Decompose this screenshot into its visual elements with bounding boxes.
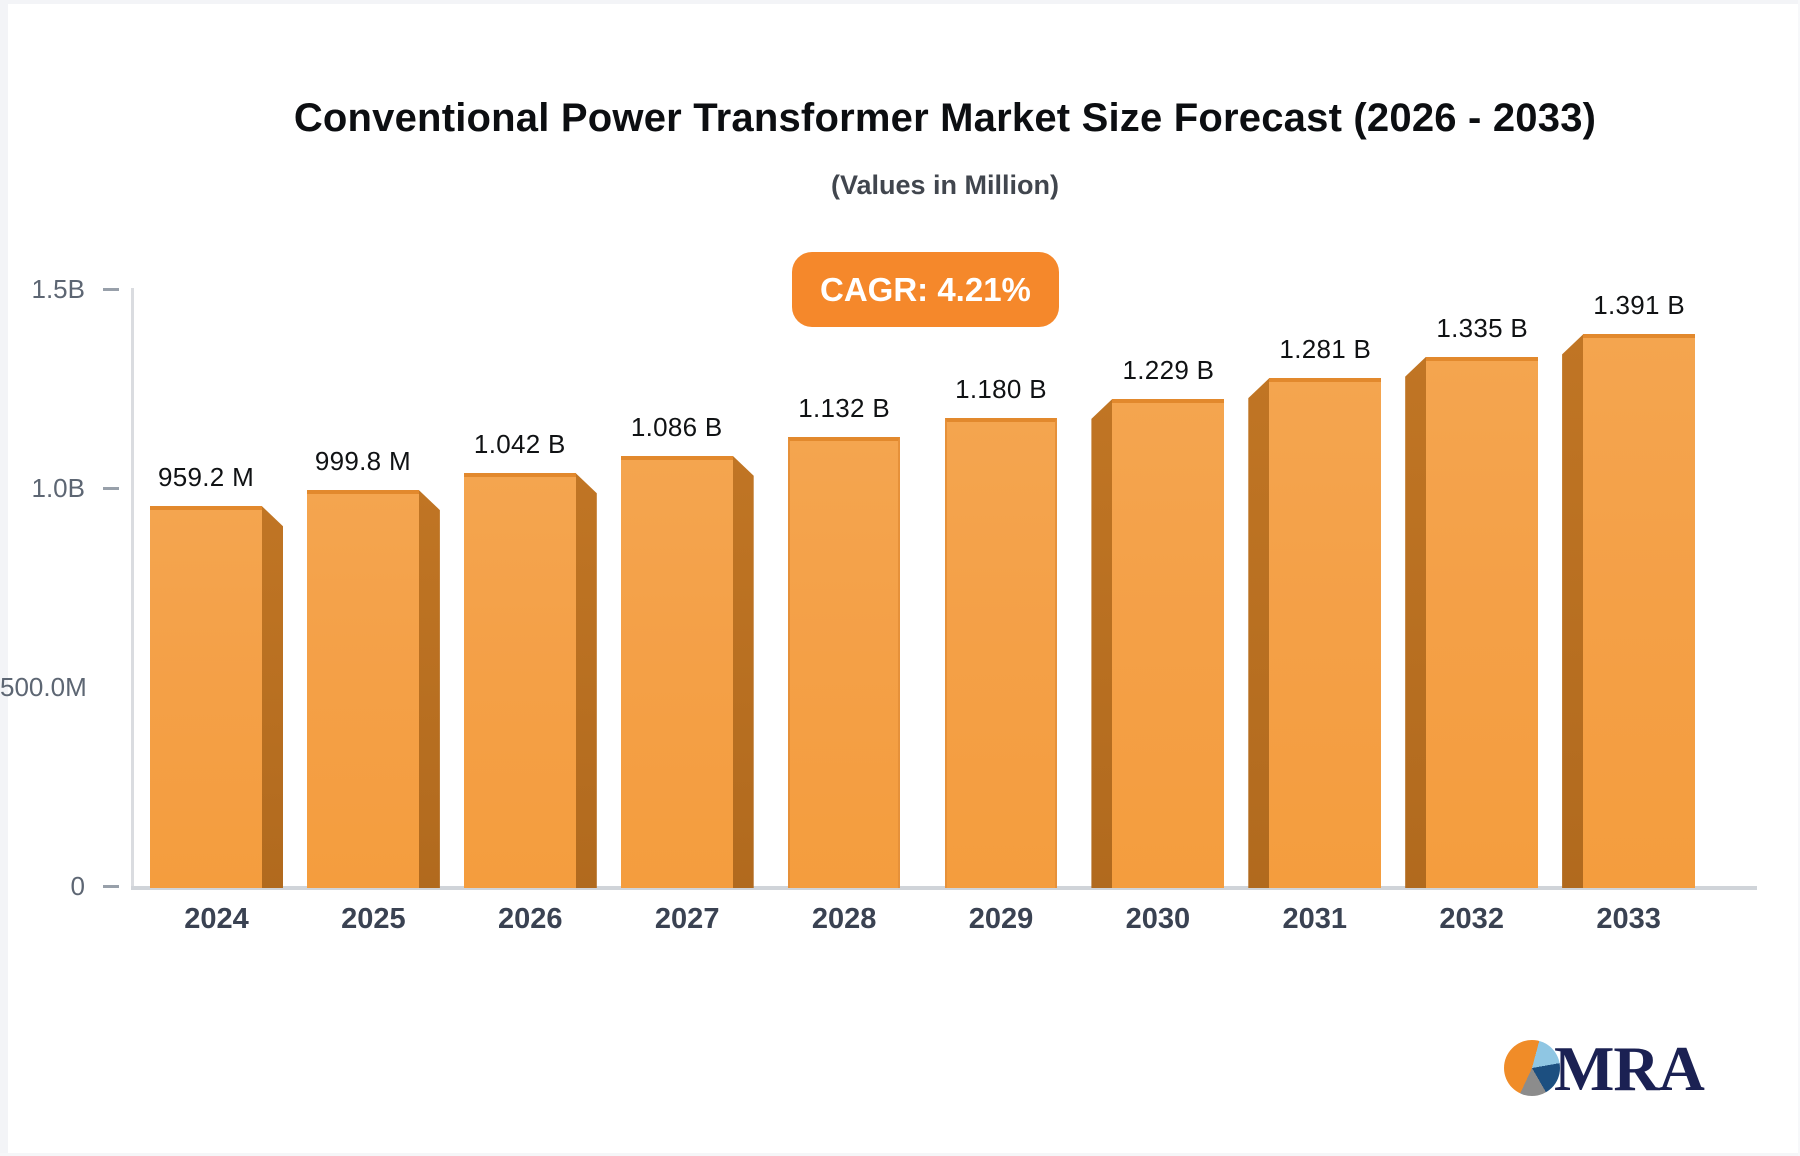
- bar-2026: [463, 473, 576, 888]
- bar-2030-3d-side: [1091, 398, 1113, 888]
- mra-logo-text: MRA: [1554, 1033, 1705, 1104]
- bar-2032-3d-side: [1405, 356, 1427, 888]
- x-axis-label-2033: 2033: [1596, 903, 1661, 935]
- bottom-edge-border: [0, 1153, 1800, 1156]
- y-axis-tick-500.0M: 500.0M: [0, 672, 119, 702]
- bar-2027: [620, 455, 733, 888]
- bar-value-label-2029: 1.180 B: [955, 374, 1047, 405]
- bar-value-label-2026: 1.042 B: [473, 429, 566, 460]
- bar-2031-3d-side: [1248, 378, 1270, 888]
- y-axis-tick-1.5B: 1.5B: [0, 274, 119, 304]
- bar-2031: [1269, 378, 1382, 888]
- bar-2033-3d-side: [1562, 334, 1584, 888]
- y-axis-tick-label: 1.0B: [31, 472, 86, 503]
- y-axis-tick-label: 0: [70, 870, 85, 901]
- cagr-badge: CAGR: 4.21%: [792, 252, 1059, 327]
- bar-2026-3d-side: [575, 473, 597, 888]
- x-axis-label-2024: 2024: [184, 903, 249, 935]
- right-edge-border: [1798, 0, 1800, 1156]
- bar-2027-3d-side: [732, 455, 754, 888]
- mra-logo: MRA: [1504, 1033, 1705, 1104]
- bar-2025-3d-side: [418, 490, 440, 888]
- x-axis-label-2031: 2031: [1282, 903, 1348, 935]
- y-axis-tick-label: 1.5B: [31, 273, 86, 304]
- bar-2033: [1583, 334, 1696, 888]
- chart-subtitle: (Values in Million): [830, 170, 1060, 200]
- bar-value-label-2032: 1.335 B: [1436, 312, 1529, 343]
- top-edge-border: [0, 0, 1800, 4]
- bar-2024-3d-side: [262, 506, 283, 888]
- bar-2024: [150, 506, 262, 888]
- bar-2028: [788, 437, 901, 888]
- bar-2032: [1426, 356, 1539, 888]
- y-axis-tick-dash: [103, 486, 119, 490]
- x-axis-label-2029: 2029: [968, 903, 1034, 935]
- bar-2025: [306, 490, 419, 888]
- x-axis-label-2027: 2027: [654, 903, 720, 935]
- bar-value-label-2030: 1.229 B: [1122, 354, 1215, 385]
- y-axis-tick-label: 500.0M: [0, 671, 87, 702]
- bar-value-label-2024: 959.2 M: [157, 462, 255, 493]
- bar-value-label-2031: 1.281 B: [1279, 334, 1372, 365]
- bar-value-label-2028: 1.132 B: [798, 393, 890, 424]
- x-axis-label-2026: 2026: [498, 903, 563, 935]
- bar-2029: [945, 418, 1057, 888]
- y-axis-line: [131, 288, 134, 888]
- left-edge-border: [0, 0, 8, 1156]
- x-axis-label-2028: 2028: [811, 903, 877, 935]
- y-axis-tick-dash: [103, 287, 119, 291]
- mra-logo-pie-icon: [1504, 1040, 1560, 1096]
- y-axis-tick-0: 0: [0, 871, 119, 901]
- bar-2030: [1112, 398, 1225, 888]
- x-axis-baseline: [131, 886, 1757, 890]
- bar-value-label-2025: 999.8 M: [314, 446, 411, 477]
- y-axis-tick-dash-hidden: [105, 686, 119, 689]
- x-axis-label-2025: 2025: [341, 903, 406, 935]
- y-axis-tick-dash: [103, 884, 119, 888]
- bar-value-label-2033: 1.391 B: [1593, 290, 1685, 321]
- y-axis-tick-1.0B: 1.0B: [0, 473, 119, 503]
- x-axis-label-2032: 2032: [1439, 903, 1504, 935]
- x-axis-label-2030: 2030: [1125, 903, 1191, 935]
- chart-title: Conventional Power Transformer Market Si…: [293, 96, 1597, 140]
- bar-value-label-2027: 1.086 B: [630, 411, 723, 442]
